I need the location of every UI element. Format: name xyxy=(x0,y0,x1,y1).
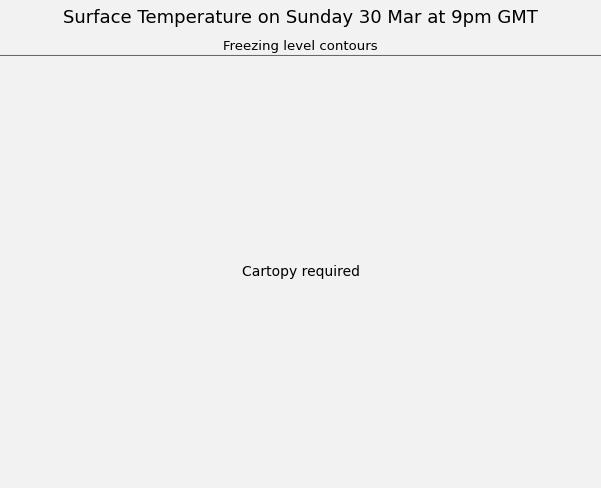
Text: Freezing level contours: Freezing level contours xyxy=(223,40,378,53)
Text: Cartopy required: Cartopy required xyxy=(242,265,359,279)
Text: Surface Temperature on Sunday 30 Mar at 9pm GMT: Surface Temperature on Sunday 30 Mar at … xyxy=(63,9,538,27)
